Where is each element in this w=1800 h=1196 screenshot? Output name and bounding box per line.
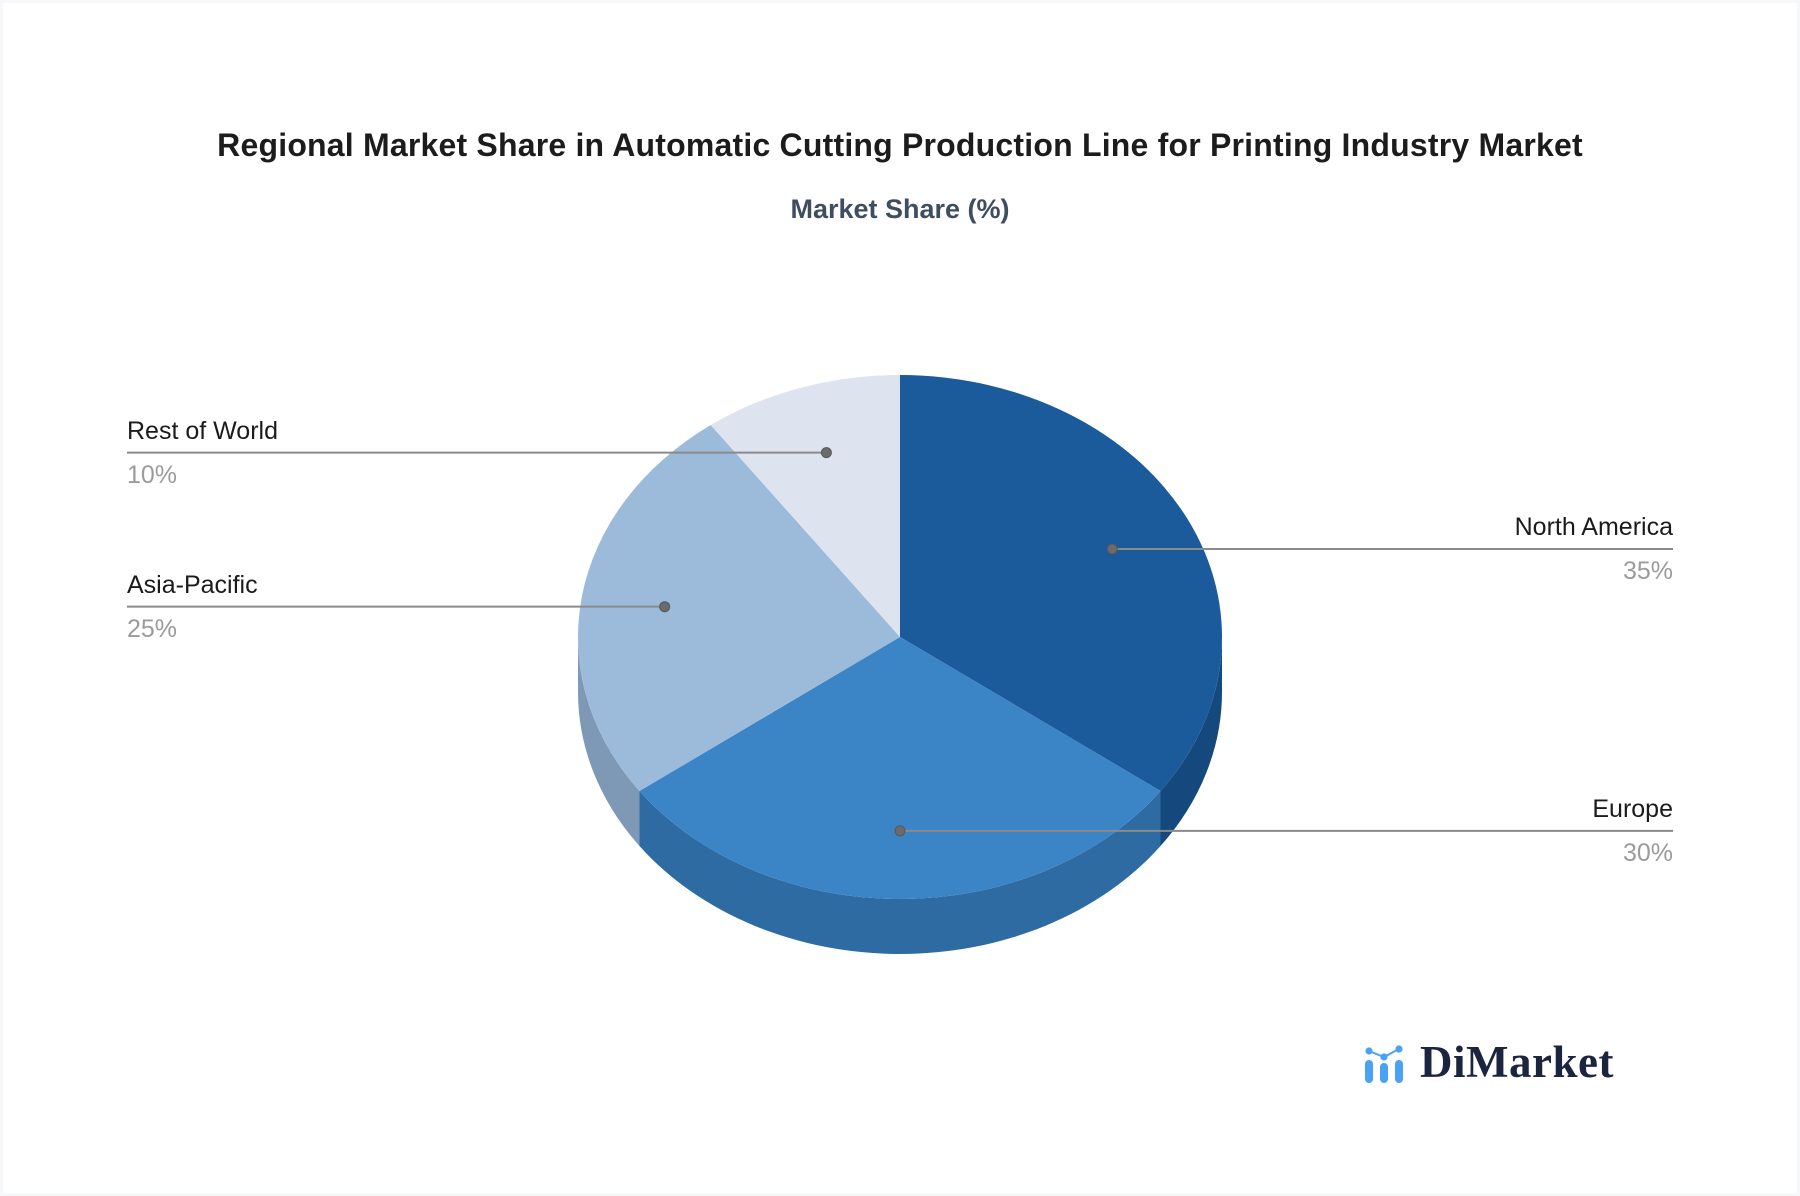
slice-value: 25% xyxy=(127,614,178,643)
slice-value: 30% xyxy=(1622,838,1673,867)
slice-value: 35% xyxy=(1622,556,1673,585)
logo-text: DiMarket xyxy=(1420,1037,1614,1087)
slice-label-rest-of-world: Rest of World 10% xyxy=(127,416,278,490)
pie-slice-side-asia-pacific xyxy=(578,637,640,846)
leader-dot-europe xyxy=(894,825,906,837)
slice-label-europe: Europe 30% xyxy=(1592,794,1673,868)
leader-dot-north-america xyxy=(1106,543,1118,555)
bar-chart-logo-icon xyxy=(1365,1045,1403,1083)
dimarket-logo: DiMarket xyxy=(1363,1037,1614,1087)
slice-label-asia-pacific: Asia-Pacific 25% xyxy=(127,570,258,644)
leader-dot-asia-pacific xyxy=(659,601,671,613)
slice-name: North America xyxy=(1514,512,1673,541)
pie-slice-side-north-america xyxy=(1160,637,1222,846)
chart-subtitle: Market Share (%) xyxy=(790,194,1010,224)
pie-slice-rest-of-world xyxy=(710,375,900,637)
pie-slice-europe xyxy=(639,637,1161,899)
chart-title: Regional Market Share in Automatic Cutti… xyxy=(217,127,1583,163)
leader-dot-rest-of-world xyxy=(820,447,832,459)
slice-name: Rest of World xyxy=(127,416,278,445)
slice-name: Europe xyxy=(1592,794,1673,823)
slice-label-north-america: North America 35% xyxy=(1515,512,1673,586)
pie-slice-asia-pacific xyxy=(578,425,900,791)
slice-name: Asia-Pacific xyxy=(127,570,258,599)
pie-slice-side-europe xyxy=(639,791,1161,954)
slice-value: 10% xyxy=(127,460,178,489)
pie-slice-north-america xyxy=(900,375,1222,791)
